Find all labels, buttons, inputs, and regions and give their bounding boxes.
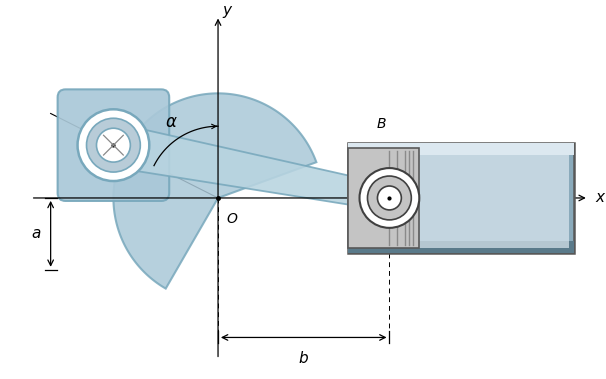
Polygon shape — [109, 124, 392, 211]
Text: O: O — [226, 212, 237, 226]
Circle shape — [87, 118, 141, 172]
Text: b: b — [299, 351, 308, 366]
Text: A: A — [98, 140, 107, 154]
FancyBboxPatch shape — [58, 89, 169, 201]
Text: α: α — [165, 113, 176, 131]
Circle shape — [78, 109, 149, 181]
Circle shape — [359, 168, 419, 228]
Polygon shape — [419, 148, 569, 248]
Polygon shape — [348, 143, 574, 253]
Text: y: y — [222, 3, 231, 18]
Polygon shape — [348, 148, 419, 248]
Text: x: x — [596, 191, 605, 205]
Polygon shape — [113, 93, 316, 288]
Circle shape — [367, 176, 411, 220]
Circle shape — [96, 128, 130, 162]
Circle shape — [378, 186, 401, 210]
Polygon shape — [348, 241, 574, 253]
Polygon shape — [348, 143, 574, 155]
Text: a: a — [32, 226, 41, 241]
Text: B: B — [377, 117, 386, 131]
